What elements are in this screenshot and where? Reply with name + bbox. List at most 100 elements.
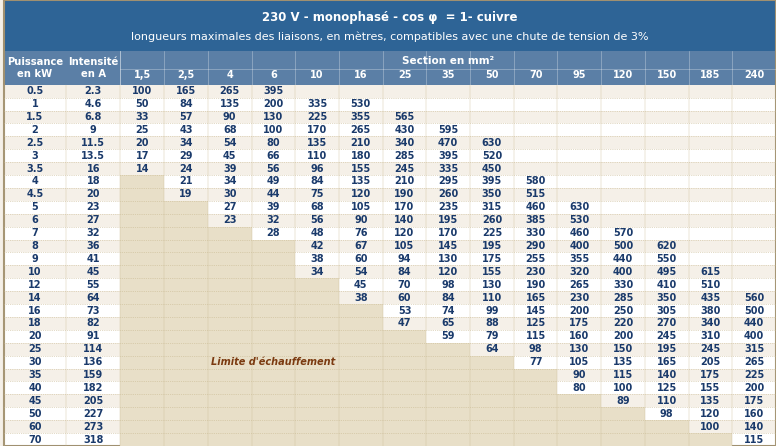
Text: 79: 79 xyxy=(485,331,499,341)
Text: 3: 3 xyxy=(32,151,38,161)
Text: 135: 135 xyxy=(220,99,240,109)
Text: 595: 595 xyxy=(438,125,459,135)
Text: 35: 35 xyxy=(442,70,455,80)
Text: 165: 165 xyxy=(525,293,546,302)
Bar xyxy=(4,227,776,240)
Text: 64: 64 xyxy=(485,344,499,354)
Text: 400: 400 xyxy=(570,241,590,251)
Text: 110: 110 xyxy=(482,293,502,302)
Text: 235: 235 xyxy=(438,202,459,212)
Text: 114: 114 xyxy=(83,344,103,354)
Text: 510: 510 xyxy=(700,280,721,290)
Bar xyxy=(4,252,776,265)
Bar xyxy=(120,343,470,355)
Text: 90: 90 xyxy=(223,112,237,122)
Text: 260: 260 xyxy=(438,190,459,199)
Text: 23: 23 xyxy=(223,215,237,225)
Text: 20: 20 xyxy=(28,331,42,341)
Bar xyxy=(120,433,733,446)
Text: 440: 440 xyxy=(744,318,764,328)
Text: 10: 10 xyxy=(310,70,324,80)
Text: 210: 210 xyxy=(394,177,414,186)
Text: 68: 68 xyxy=(310,202,324,212)
Text: 5: 5 xyxy=(32,202,38,212)
Text: 91: 91 xyxy=(87,331,100,341)
Text: 66: 66 xyxy=(267,151,280,161)
Text: 100: 100 xyxy=(132,86,152,96)
Text: 340: 340 xyxy=(394,138,414,148)
Text: 29: 29 xyxy=(179,151,192,161)
Text: 8: 8 xyxy=(32,241,38,251)
Text: 155: 155 xyxy=(700,383,721,393)
Text: 13.5: 13.5 xyxy=(81,151,106,161)
Text: 4: 4 xyxy=(32,177,38,186)
Text: 73: 73 xyxy=(87,306,100,315)
Text: 140: 140 xyxy=(656,370,677,380)
Text: 227: 227 xyxy=(83,409,103,419)
Text: 80: 80 xyxy=(573,383,586,393)
Text: 135: 135 xyxy=(351,177,371,186)
Text: 265: 265 xyxy=(570,280,590,290)
Text: 395: 395 xyxy=(263,86,283,96)
Text: 25: 25 xyxy=(28,344,42,354)
Text: 84: 84 xyxy=(398,267,411,277)
Bar xyxy=(4,85,776,98)
Text: 315: 315 xyxy=(744,344,764,354)
Text: 570: 570 xyxy=(613,228,633,238)
Text: 42: 42 xyxy=(310,241,324,251)
Text: 25: 25 xyxy=(398,70,411,80)
Text: 240: 240 xyxy=(744,70,764,80)
Text: 88: 88 xyxy=(485,318,499,328)
Text: 225: 225 xyxy=(744,370,764,380)
Text: 330: 330 xyxy=(613,280,633,290)
Bar xyxy=(4,265,776,278)
Text: 23: 23 xyxy=(87,202,100,212)
Bar xyxy=(120,175,165,188)
Text: 7: 7 xyxy=(32,228,38,238)
Bar xyxy=(4,124,776,136)
Text: 54: 54 xyxy=(354,267,368,277)
Text: 200: 200 xyxy=(744,383,764,393)
Text: 11.5: 11.5 xyxy=(81,138,106,148)
Bar xyxy=(4,317,776,330)
Text: 120: 120 xyxy=(613,70,633,80)
Bar xyxy=(120,188,165,201)
Text: 84: 84 xyxy=(310,177,324,186)
Text: 245: 245 xyxy=(394,164,414,173)
Text: 70: 70 xyxy=(398,280,411,290)
Bar xyxy=(120,330,426,343)
Text: 205: 205 xyxy=(83,396,103,406)
Text: 630: 630 xyxy=(482,138,502,148)
Text: 335: 335 xyxy=(438,164,459,173)
Text: 140: 140 xyxy=(394,215,414,225)
Bar xyxy=(120,407,645,420)
Text: 98: 98 xyxy=(660,409,674,419)
Text: 330: 330 xyxy=(525,228,546,238)
Text: 175: 175 xyxy=(700,370,721,380)
Text: 38: 38 xyxy=(310,254,324,264)
Text: 290: 290 xyxy=(525,241,546,251)
Text: 75: 75 xyxy=(310,190,324,199)
Text: 180: 180 xyxy=(351,151,371,161)
Text: 0.5: 0.5 xyxy=(26,86,43,96)
Text: 18: 18 xyxy=(86,177,100,186)
Text: 90: 90 xyxy=(573,370,586,380)
Text: 182: 182 xyxy=(83,383,103,393)
Bar xyxy=(4,368,776,381)
Text: 170: 170 xyxy=(438,228,459,238)
Text: 165: 165 xyxy=(176,86,196,96)
Text: 120: 120 xyxy=(438,267,459,277)
Text: 34: 34 xyxy=(310,267,324,277)
Text: 105: 105 xyxy=(351,202,371,212)
Text: 94: 94 xyxy=(398,254,411,264)
Bar xyxy=(4,291,776,304)
Text: 27: 27 xyxy=(87,215,100,225)
Text: 380: 380 xyxy=(700,306,721,315)
Bar xyxy=(4,98,776,111)
Text: 395: 395 xyxy=(438,151,459,161)
Text: 28: 28 xyxy=(267,228,280,238)
Bar xyxy=(120,201,208,214)
Text: 76: 76 xyxy=(354,228,368,238)
Text: 74: 74 xyxy=(442,306,455,315)
Text: 135: 135 xyxy=(307,138,327,148)
